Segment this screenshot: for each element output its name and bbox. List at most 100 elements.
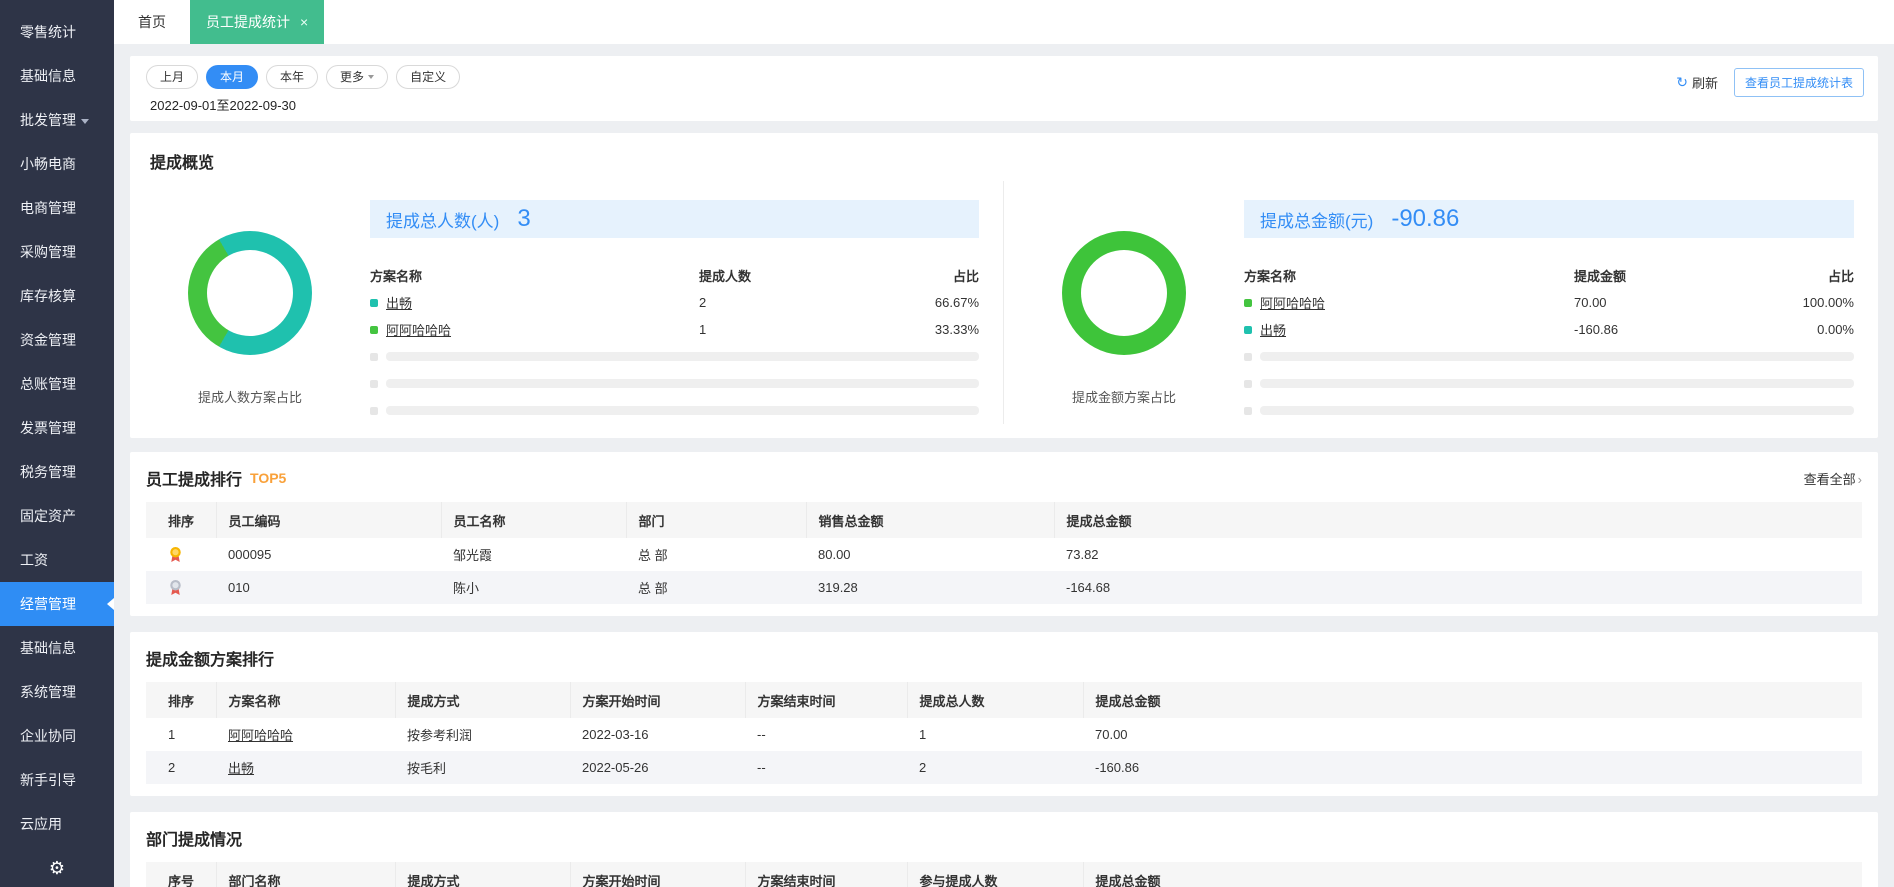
column-header: 提成方式 [395, 862, 571, 887]
tab-employee-commission[interactable]: 员工提成统计 × [190, 0, 325, 44]
sidebar-item[interactable]: 固定资产 [20, 508, 76, 524]
cell-name: 邹光霞 [453, 548, 493, 563]
column-header: 方案名称 [216, 682, 396, 718]
people-donut-caption: 提成人数方案占比 [197, 390, 302, 405]
sidebar-item[interactable]: 小畅电商 [20, 156, 76, 172]
sidebar-item[interactable]: 发票管理 [20, 420, 76, 436]
cell-dept: 总 部 [626, 571, 806, 604]
skeleton-row [1244, 370, 1854, 397]
legend-dot [370, 325, 378, 334]
sidebar-item[interactable]: 基础信息 [20, 68, 76, 84]
chevron-right-icon: › [1857, 471, 1862, 487]
cell-value: 1 [699, 322, 707, 337]
cell-pct: 0.00% [1817, 322, 1854, 337]
sidebar-item[interactable]: 税务管理 [20, 464, 76, 480]
cell-commission: 73.82 [1066, 547, 1099, 562]
more-button[interactable]: 更多 [326, 65, 389, 89]
cell-pct: 66.67% [934, 295, 979, 310]
sidebar-item[interactable]: 新手引导 [20, 772, 76, 788]
cell-start: 2022-03-16 [582, 727, 649, 742]
sidebar-item[interactable]: 基础信息 [20, 640, 76, 656]
plan-ranking-card: 提成金额方案排行 排序 方案名称 提成方式 方案开始时间 方案结束时间 提成总人… [130, 632, 1878, 796]
department-table: 序号 部门名称 提成方式 方案开始时间 方案结束时间 参与提成人数 提成总金额 [146, 862, 1862, 887]
legend-dot [1244, 298, 1252, 307]
cell-code: 000095 [228, 547, 272, 562]
top5-badge: TOP5 [250, 470, 287, 486]
sidebar-item[interactable]: 云应用 [20, 816, 62, 832]
sidebar-item-active[interactable]: 经营管理 [0, 582, 114, 626]
column-header: 提成总人数 [907, 682, 1084, 718]
stat-value: 3 [517, 205, 531, 232]
plan-link[interactable]: 阿阿哈哈哈 [1260, 296, 1326, 311]
tab-home[interactable]: 首页 [138, 14, 166, 30]
gear-icon[interactable]: ⚙ [48, 858, 66, 878]
column-header: 提成总金额 [1083, 682, 1862, 718]
cell-value: -160.86 [1574, 322, 1619, 337]
sidebar-item[interactable]: 系统管理 [20, 684, 76, 700]
skeleton-row [370, 397, 979, 424]
plan-link[interactable]: 阿阿哈哈哈 [228, 728, 294, 743]
plan-link[interactable]: 阿阿哈哈哈 [386, 323, 452, 338]
amount-stat-bar: 提成总金额(元) -90.86 [1244, 200, 1854, 238]
view-all-link[interactable]: 查看全部 › [1804, 469, 1862, 488]
cell-end: -- [745, 751, 907, 784]
sidebar-item[interactable]: 总账管理 [20, 376, 76, 392]
people-overview: 提成人数方案占比 提成总人数(人) 3 方案名称 提成人数 [130, 181, 1004, 424]
employee-ranking-card: 员工提成排行 TOP5 查看全部 › 排序 员工编码 员工名称 部门 销售总金额 … [130, 452, 1878, 616]
cell-value: 2 [699, 295, 707, 310]
plan-link[interactable]: 出畅 [228, 761, 255, 776]
commission-overview-card: 提成概览 提成人数方案占比 提成总人数(人) 3 [130, 133, 1878, 438]
column-header: 排序 [146, 502, 217, 538]
cell-code: 010 [216, 571, 441, 604]
table-row: 2 出畅 按毛利 2022-05-26 -- 2 -160.86 [146, 751, 1862, 784]
column-header: 部门 [626, 502, 807, 538]
cell-dept: 总 部 [638, 548, 668, 563]
table-row: 阿阿哈哈哈 1 33.33% [370, 316, 979, 343]
plan-link[interactable]: 出畅 [386, 296, 413, 311]
column-header: 提成方式 [395, 682, 571, 718]
column-header: 参与提成人数 [907, 862, 1084, 887]
cell-people: 1 [919, 727, 927, 742]
skeleton-row [370, 370, 979, 397]
custom-button[interactable]: 自定义 [396, 65, 461, 89]
sidebar-item-expandable[interactable]: 批发管理 [0, 98, 114, 142]
refresh-button[interactable]: ↻ 刷新 [1676, 73, 1718, 92]
sidebar-item[interactable]: 工资 [20, 552, 48, 568]
this-month-button[interactable]: 本月 [206, 65, 259, 89]
cell-rank: 1 [168, 727, 176, 742]
department-commission-card: 部门提成情况 序号 部门名称 提成方式 方案开始时间 方案结束时间 参与提成人数… [130, 812, 1878, 887]
close-icon[interactable]: × [300, 14, 309, 30]
legend-dot [370, 298, 378, 307]
table-row: 010 陈小 总 部 319.28 -164.68 [146, 571, 1862, 604]
sidebar-item[interactable]: 库存核算 [20, 288, 76, 304]
sidebar-item[interactable]: 零售统计 [20, 24, 76, 40]
filter-bar: 上月 本月 本年 更多 自定义 2022-09-01至2022-09-30 ↻ … [130, 56, 1878, 121]
column-header: 提成金额 [1574, 269, 1627, 284]
sidebar-item-label: 批发管理 [20, 112, 76, 128]
cell-name: 陈小 [441, 571, 626, 604]
column-header: 方案名称 [370, 269, 423, 284]
date-range-text: 2022-09-01至2022-09-30 [150, 98, 296, 113]
sidebar-item[interactable]: 资金管理 [20, 332, 76, 348]
column-header: 方案结束时间 [745, 682, 908, 718]
sidebar-item[interactable]: 企业协同 [20, 728, 76, 744]
view-report-button[interactable]: 查看员工提成统计表 [1733, 68, 1864, 97]
sidebar-item[interactable]: 采购管理 [20, 244, 76, 260]
column-header: 方案结束时间 [745, 862, 908, 887]
column-header: 提成总金额 [1083, 862, 1862, 887]
legend-dot [1244, 325, 1252, 334]
employee-ranking-table: 排序 员工编码 员工名称 部门 销售总金额 提成总金额 000095 邹光霞 总… [146, 502, 1862, 604]
column-header: 销售总金额 [806, 502, 1055, 538]
plan-link[interactable]: 出畅 [1260, 323, 1287, 338]
amount-overview: 提成金额方案占比 提成总金额(元) -90.86 方案名称 提成金额 [1004, 181, 1878, 424]
cell-pct: 100.00% [1802, 295, 1854, 310]
sidebar-item[interactable]: 电商管理 [20, 200, 76, 216]
stat-value: -90.86 [1391, 205, 1460, 232]
column-header: 部门名称 [216, 862, 396, 887]
cell-sales: 80.00 [818, 547, 851, 562]
last-month-button[interactable]: 上月 [146, 65, 199, 89]
stat-label: 提成总人数(人) [386, 211, 500, 231]
column-header: 提成总金额 [1054, 502, 1862, 538]
cell-sales: 319.28 [806, 571, 1054, 604]
this-year-button[interactable]: 本年 [266, 65, 319, 89]
